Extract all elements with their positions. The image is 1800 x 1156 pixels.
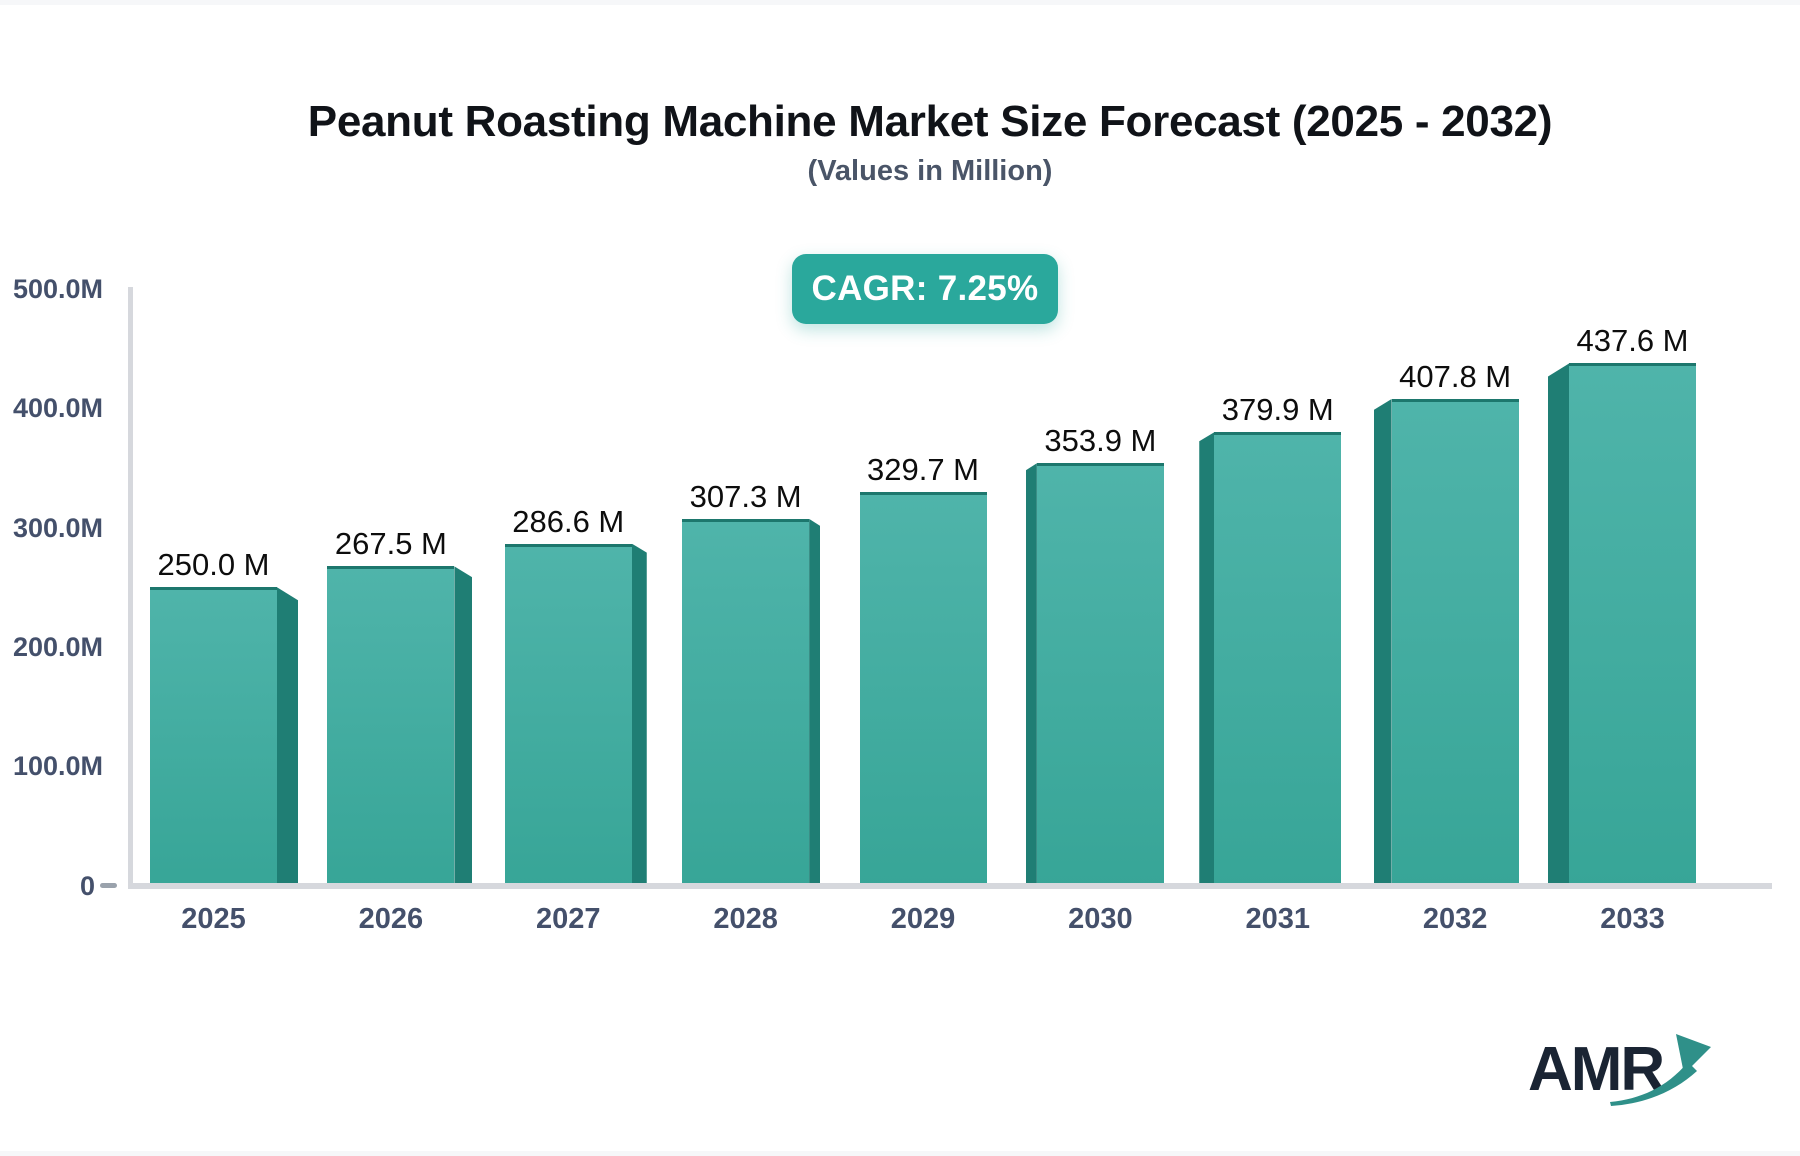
bar-side-2031 <box>1199 432 1215 889</box>
x-axis-label-2031: 2031 <box>1245 903 1310 935</box>
cagr-badge: CAGR: 7.25% <box>792 254 1058 324</box>
bar-value-label-2025: 250.0 M <box>157 547 270 583</box>
bar-2029 <box>859 492 987 889</box>
bar-2028 <box>682 518 810 889</box>
bar-side-2030 <box>1025 463 1037 889</box>
y-axis-line <box>128 287 133 889</box>
growth-arrow-icon <box>1610 1034 1711 1106</box>
bar-value-label-2027: 286.6 M <box>512 503 625 539</box>
bar-2033 <box>1569 363 1696 889</box>
bar-side-2025 <box>277 587 298 889</box>
x-axis-label-2025: 2025 <box>181 903 246 935</box>
x-axis-label-2032: 2032 <box>1422 903 1488 935</box>
bar-2032 <box>1391 398 1519 889</box>
y-axis-label-300.0M: 300.0M <box>12 512 103 543</box>
bar-side-2028 <box>809 518 821 889</box>
y-axis-label-200.0M: 200.0M <box>12 631 103 662</box>
bar-side-2032 <box>1373 398 1392 889</box>
bar-2026 <box>327 566 455 889</box>
chart-subtitle: (Values in Million) <box>807 155 1053 187</box>
bar-value-label-2028: 307.3 M <box>689 478 802 514</box>
y-axis-label-100.0M: 100.0M <box>12 751 103 782</box>
bar-2025 <box>150 587 277 889</box>
bar-value-label-2030: 353.9 M <box>1044 423 1157 459</box>
chart-header: Peanut Roasting Machine Market Size Fore… <box>60 96 1800 187</box>
x-axis-label-2030: 2030 <box>1068 903 1133 935</box>
x-axis-line <box>128 883 1772 889</box>
amr-logo: AMR <box>1528 1022 1738 1118</box>
bar-2030 <box>1036 463 1164 889</box>
bar-value-label-2033: 437.6 M <box>1576 323 1689 359</box>
y-axis-label-0: 0 <box>79 870 95 901</box>
y-axis-label-500.0M: 500.0M <box>12 274 103 304</box>
bar-side-2027 <box>631 543 647 889</box>
x-axis-label-2029: 2029 <box>890 903 956 935</box>
bar-value-label-2031: 379.9 M <box>1221 392 1334 428</box>
bar-value-label-2026: 267.5 M <box>334 526 447 562</box>
bar-2031 <box>1214 432 1342 889</box>
bar-2027 <box>504 543 632 889</box>
top-edge-strip <box>0 0 1800 5</box>
bar-value-label-2029: 329.7 M <box>866 452 979 488</box>
chart-title: Peanut Roasting Machine Market Size Fore… <box>307 97 1553 146</box>
x-axis-label-2028: 2028 <box>713 903 778 935</box>
x-axis-label-2026: 2026 <box>358 903 424 935</box>
x-axis-label-2033: 2033 <box>1600 903 1665 935</box>
amr-logo-text: AMR <box>1528 1035 1665 1104</box>
bar-side-2026 <box>454 566 473 889</box>
bottom-edge-strip <box>0 1151 1800 1156</box>
x-axis-label-2027: 2027 <box>535 903 601 935</box>
y-axis-label-400.0M: 400.0M <box>12 393 103 424</box>
bar-value-label-2032: 407.8 M <box>1399 358 1512 394</box>
zero-tick-mark <box>100 883 117 888</box>
bar-side-2033 <box>1548 363 1569 889</box>
cagr-badge-label: CAGR: 7.25% <box>811 269 1039 308</box>
